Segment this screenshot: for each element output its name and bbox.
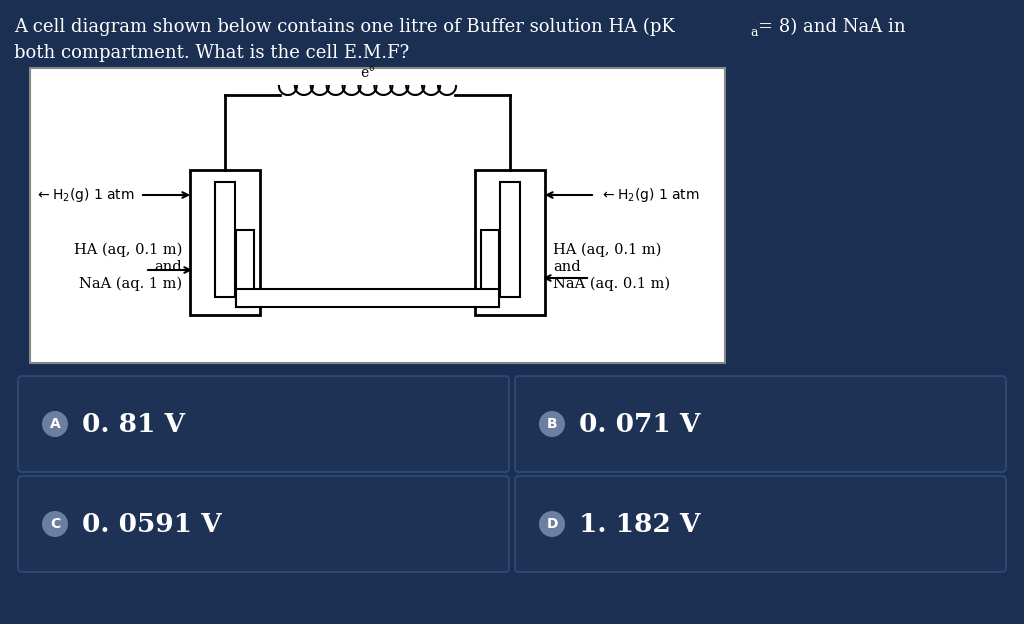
FancyBboxPatch shape [18,476,509,572]
Text: 0. 071 V: 0. 071 V [579,411,700,437]
FancyBboxPatch shape [18,376,509,472]
Bar [30,68,725,363]
Text: A cell diagram shown below contains one litre of Buffer solution HA (pK: A cell diagram shown below contains one … [14,18,675,36]
Text: = 8) and NaA in: = 8) and NaA in [758,18,905,36]
Text: $\leftarrow$H$_2$(g) 1 atm: $\leftarrow$H$_2$(g) 1 atm [600,186,699,204]
Text: 0. 81 V: 0. 81 V [82,411,185,437]
Circle shape [42,511,68,537]
Bar [236,230,254,307]
Text: NaA (aq. 0.1 m): NaA (aq. 0.1 m) [553,277,670,291]
Text: and: and [155,260,182,274]
Text: a: a [750,26,758,39]
Bar [500,182,520,297]
Text: e°: e° [359,66,375,80]
Bar [236,289,499,307]
Text: HA (aq, 0.1 m): HA (aq, 0.1 m) [74,243,182,257]
FancyBboxPatch shape [515,476,1006,572]
Text: 0. 0591 V: 0. 0591 V [82,512,221,537]
Bar [481,230,499,307]
Bar [190,170,260,315]
Text: C: C [50,517,60,531]
Text: both compartment. What is the cell E.M.F?: both compartment. What is the cell E.M.F… [14,44,410,62]
Text: and: and [553,260,581,274]
Text: $\leftarrow$H$_2$(g) 1 atm: $\leftarrow$H$_2$(g) 1 atm [35,186,135,204]
Text: D: D [546,517,558,531]
Bar [475,170,545,315]
Text: A: A [49,417,60,431]
Text: B: B [547,417,557,431]
Circle shape [539,511,565,537]
Text: HA (aq, 0.1 m): HA (aq, 0.1 m) [553,243,662,257]
Bar [215,182,234,297]
Circle shape [42,411,68,437]
Text: 1. 182 V: 1. 182 V [579,512,700,537]
Circle shape [539,411,565,437]
Text: NaA (aq. 1 m): NaA (aq. 1 m) [79,277,182,291]
FancyBboxPatch shape [515,376,1006,472]
